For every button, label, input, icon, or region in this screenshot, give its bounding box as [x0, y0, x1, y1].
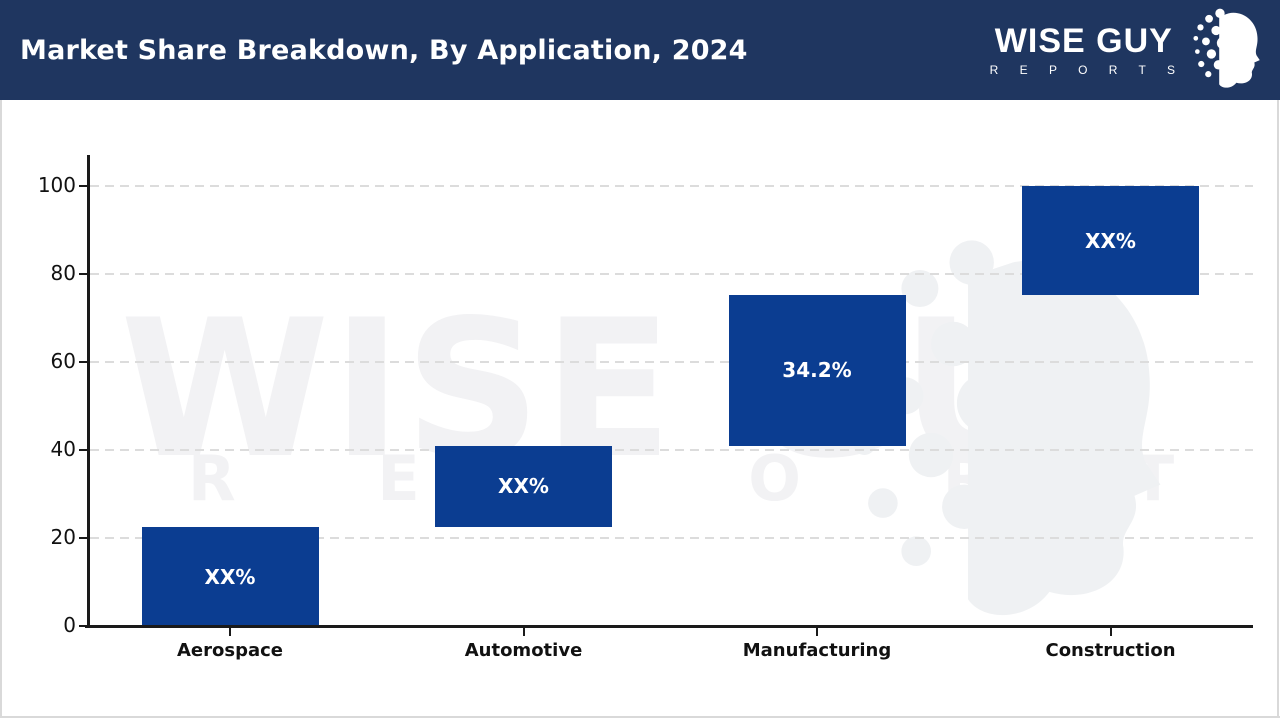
gridline-y40	[90, 449, 1253, 451]
y-tick-mark-60	[79, 361, 88, 363]
bar-automotive: XX%	[435, 445, 612, 527]
x-axis-label-automotive: Automotive	[464, 640, 583, 661]
gridline-y60	[90, 361, 1253, 363]
gridline-y20	[90, 537, 1253, 539]
y-tick-label-80: 80	[50, 261, 76, 285]
y-tick-mark-100	[79, 185, 88, 187]
page-border-right	[1277, 100, 1279, 718]
y-tick-label-60: 60	[50, 349, 76, 373]
brand-logo: WISE GUY R E P O R T S	[984, 7, 1266, 93]
x-axis-label-aerospace: Aerospace	[176, 640, 283, 661]
bar-value-label-construction: XX%	[1085, 228, 1136, 253]
bar-value-label-automotive: XX%	[498, 474, 549, 499]
logo-wordmark-block: WISE GUY R E P O R T S	[984, 24, 1184, 77]
y-tick-mark-80	[79, 273, 88, 275]
bar-manufacturing: 34.2%	[728, 295, 906, 446]
gridline-y80	[90, 273, 1253, 275]
bar-aerospace: XX%	[141, 527, 319, 626]
gridline-y100	[90, 185, 1253, 187]
bar-construction: XX%	[1022, 186, 1199, 296]
y-tick-label-20: 20	[50, 525, 76, 549]
y-tick-label-100: 100	[37, 173, 76, 197]
logo-subtext: R E P O R T S	[989, 62, 1184, 77]
logo-head-icon	[1193, 8, 1260, 88]
app-header: Market Share Breakdown, By Application, …	[0, 0, 1280, 100]
page-border-left	[0, 100, 2, 718]
y-tick-mark-40	[79, 449, 88, 451]
bar-value-label-manufacturing: 34.2%	[782, 358, 852, 383]
x-axis-line	[85, 625, 1253, 628]
bar-value-label-aerospace: XX%	[204, 564, 256, 589]
page-title: Market Share Breakdown, By Application, …	[20, 34, 748, 66]
logo-wordmark: WISE GUY	[994, 21, 1173, 60]
page-border-bottom	[0, 716, 1280, 718]
y-tick-mark-0	[79, 625, 88, 627]
x-axis-label-construction: Construction	[1045, 640, 1176, 661]
y-tick-label-0: 0	[63, 613, 76, 637]
x-tick-mark-aerospace	[229, 628, 231, 636]
y-tick-label-40: 40	[50, 437, 76, 461]
x-tick-mark-construction	[1109, 628, 1112, 636]
y-axis-line	[87, 155, 90, 627]
x-tick-mark-automotive	[522, 628, 525, 636]
x-axis-label-manufacturing: Manufacturing	[742, 640, 892, 661]
x-tick-mark-manufacturing	[816, 628, 818, 636]
y-tick-mark-20	[79, 537, 88, 539]
